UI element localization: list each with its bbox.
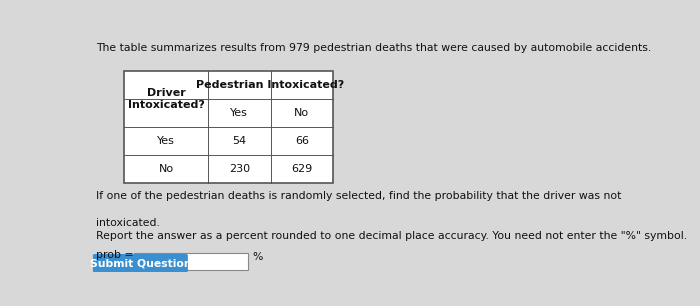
Text: The table summarizes results from 979 pedestrian deaths that were caused by auto: The table summarizes results from 979 pe… xyxy=(96,43,651,53)
Text: Pedestrian Intoxicated?: Pedestrian Intoxicated? xyxy=(197,80,344,90)
Text: intoxicated.: intoxicated. xyxy=(96,218,160,228)
Text: Driver
Intoxicated?: Driver Intoxicated? xyxy=(127,88,204,110)
FancyBboxPatch shape xyxy=(93,254,188,272)
Text: 629: 629 xyxy=(291,164,312,174)
Text: 66: 66 xyxy=(295,136,309,146)
Text: %: % xyxy=(252,252,262,262)
Text: If one of the pedestrian deaths is randomly selected, find the probability that : If one of the pedestrian deaths is rando… xyxy=(96,191,621,201)
Text: 230: 230 xyxy=(229,164,250,174)
Text: prob =: prob = xyxy=(96,250,133,260)
Text: Yes: Yes xyxy=(230,108,248,118)
Text: No: No xyxy=(295,108,309,118)
Text: Report the answer as a percent rounded to one decimal place accuracy. You need n: Report the answer as a percent rounded t… xyxy=(96,231,687,241)
Text: 54: 54 xyxy=(232,136,246,146)
Text: No: No xyxy=(159,164,174,174)
Bar xyxy=(134,253,248,270)
Text: Submit Question: Submit Question xyxy=(90,258,191,268)
Text: Yes: Yes xyxy=(158,136,175,146)
